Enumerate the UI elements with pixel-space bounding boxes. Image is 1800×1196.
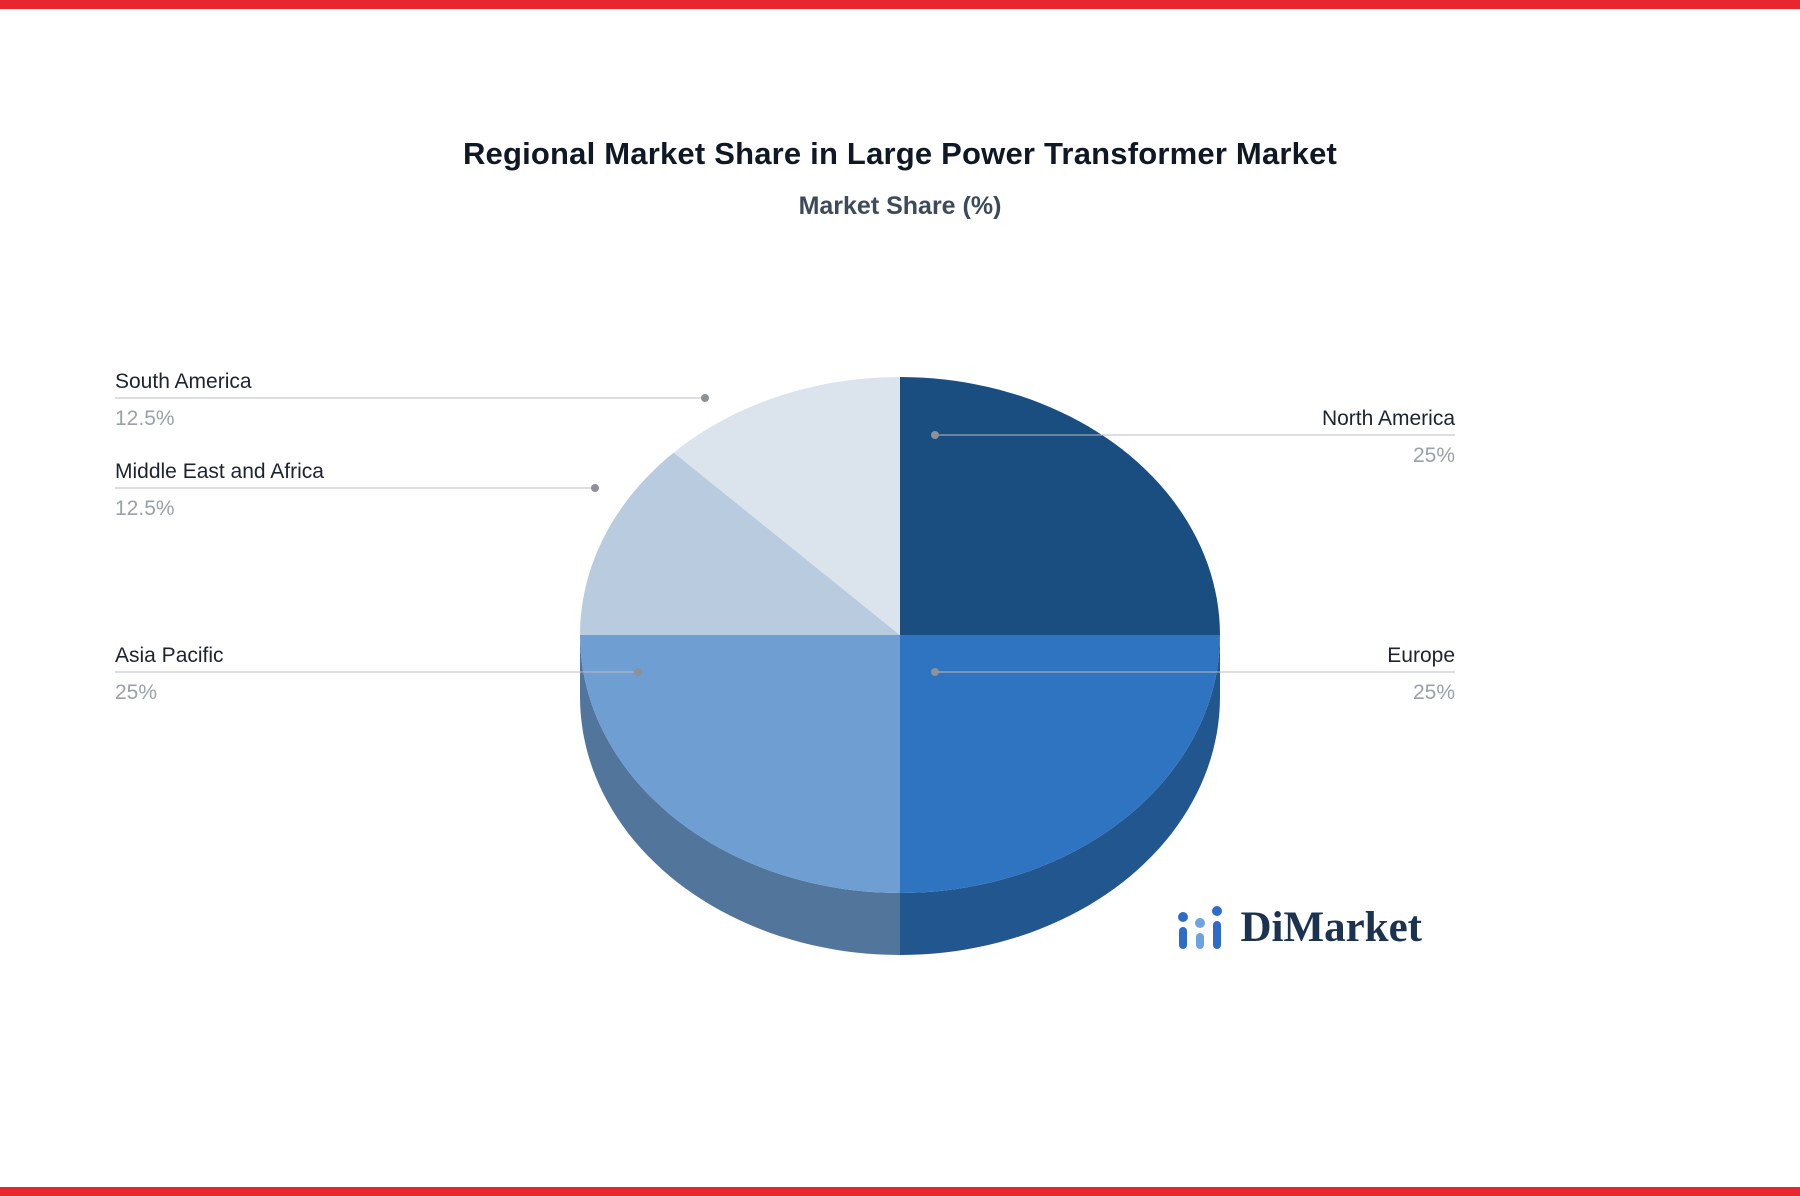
leader-dot-south-america: [701, 394, 709, 402]
leader-dot-north-america: [931, 431, 939, 439]
pie-rim-asia-pacific: [580, 635, 900, 955]
dimarket-logo-icon: [1177, 906, 1222, 949]
top-accent-bar: [0, 0, 1800, 9]
slice-label-middle-east-and-africa: Middle East and Africa: [115, 460, 324, 483]
leader-dot-europe: [931, 668, 939, 676]
slice-value-middle-east-and-africa: 12.5%: [115, 497, 175, 520]
slice-value-europe: 25%: [1413, 681, 1455, 704]
chart-subtitle: Market Share (%): [798, 192, 1002, 220]
pie-slice-north-america: [900, 377, 1220, 635]
pie-slice-europe: [900, 635, 1220, 893]
slice-label-europe: Europe: [1387, 644, 1455, 667]
pie-slice-asia-pacific: [580, 635, 900, 893]
slice-value-south-america: 12.5%: [115, 407, 175, 430]
pie-rim-europe: [900, 635, 1220, 955]
pie-slice-south-america: [673, 377, 900, 635]
chart-title: Regional Market Share in Large Power Tra…: [462, 136, 1338, 171]
brand-logo: DiMarket: [1176, 903, 1423, 951]
brand-name: DiMarket: [1240, 903, 1423, 951]
pie-slice-middle-east-and-africa: [580, 452, 900, 635]
leader-dot-asia-pacific: [634, 668, 642, 676]
slice-label-asia-pacific: Asia Pacific: [115, 644, 224, 667]
leader-dot-middle-east-and-africa: [591, 484, 599, 492]
bottom-accent-bar: [0, 1187, 1800, 1196]
slice-label-north-america: North America: [1322, 407, 1455, 430]
slice-label-south-america: South America: [115, 370, 252, 393]
slice-value-north-america: 25%: [1413, 444, 1455, 467]
slice-value-asia-pacific: 25%: [115, 681, 157, 704]
